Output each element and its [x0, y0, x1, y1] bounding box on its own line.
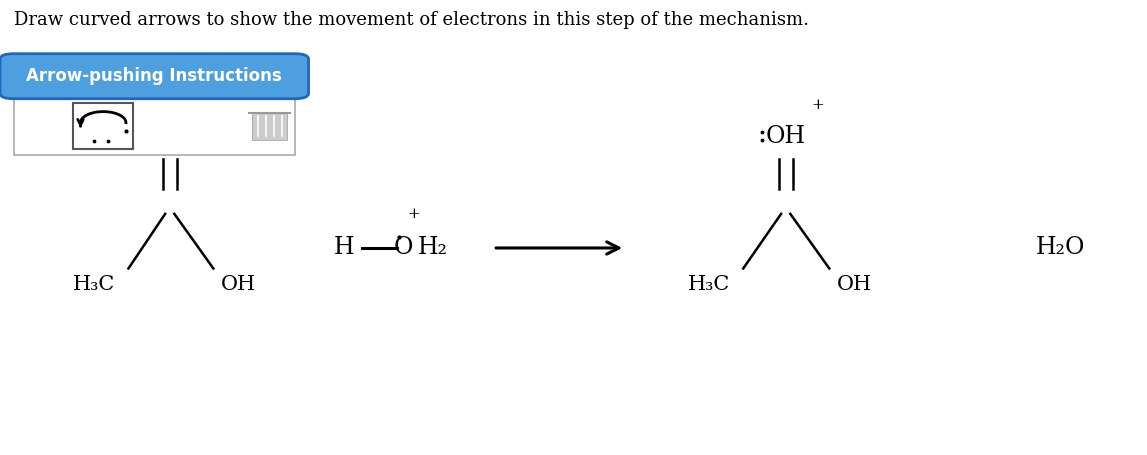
Text: O: O	[393, 237, 414, 259]
Text: OH: OH	[837, 275, 872, 294]
Text: H₂: H₂	[418, 237, 447, 259]
Text: +: +	[407, 207, 421, 221]
FancyBboxPatch shape	[252, 113, 287, 140]
FancyBboxPatch shape	[73, 103, 133, 149]
Text: O: O	[159, 125, 180, 148]
Text: +: +	[811, 98, 825, 111]
FancyBboxPatch shape	[14, 98, 295, 155]
Text: Arrow-pushing Instructions: Arrow-pushing Instructions	[26, 67, 282, 85]
Text: OH: OH	[221, 275, 256, 294]
Text: H₂O: H₂O	[1036, 237, 1086, 259]
Text: H₃C: H₃C	[688, 275, 729, 294]
Text: H: H	[334, 237, 354, 259]
Text: H₃C: H₃C	[73, 275, 115, 294]
Text: Draw curved arrows to show the movement of electrons in this step of the mechani: Draw curved arrows to show the movement …	[14, 11, 809, 30]
Text: OH: OH	[766, 125, 805, 148]
FancyBboxPatch shape	[0, 54, 309, 99]
